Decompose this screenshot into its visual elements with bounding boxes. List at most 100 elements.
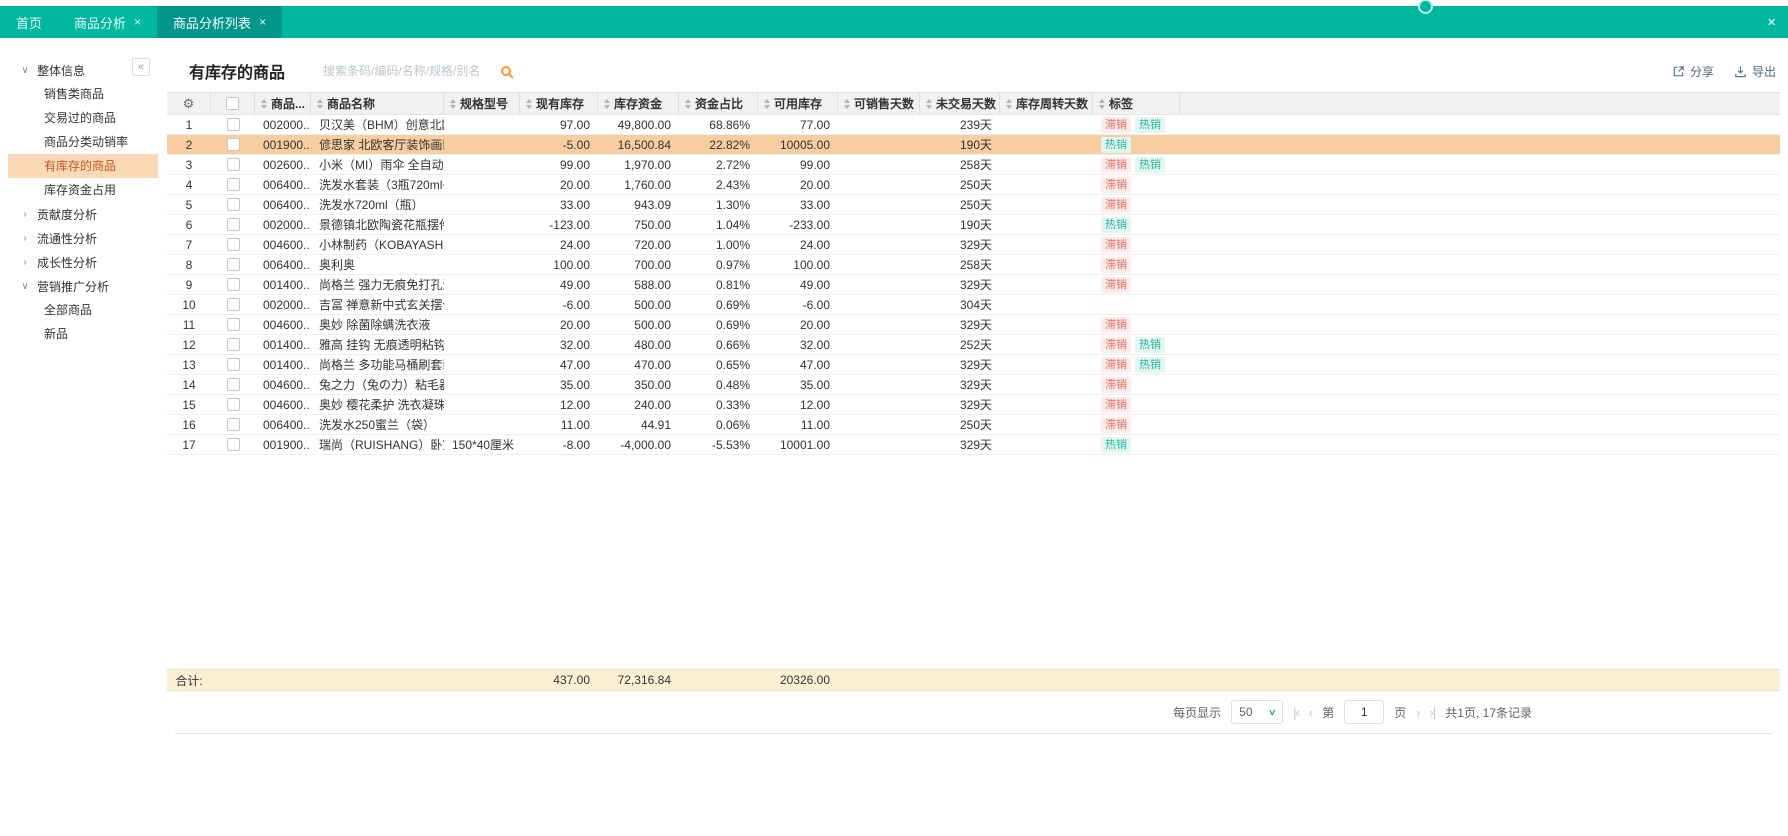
sidebar-item[interactable]: 全部商品 — [44, 303, 93, 317]
caret-right-icon[interactable]: › — [23, 208, 27, 220]
sidebar-section-0[interactable]: ∨ 整体信息 — [8, 58, 158, 82]
table-row[interactable]: 11 004600... 奥妙 除菌除螨洗衣液 20.00 500.00 0.69% 20.… — [167, 315, 1780, 335]
sidebar-item[interactable]: 销售类商品 — [44, 87, 105, 101]
cell-name: 贝汉美（BHM）创意北欧陶瓷 — [319, 118, 444, 132]
table-row[interactable]: 16 006400... 洗发水250蜜兰（袋） 11.00 44.91 0.06% 11.… — [167, 415, 1780, 435]
sidebar-section-2[interactable]: › 流通性分析 — [8, 226, 158, 250]
table-row[interactable]: 17 001900... 瑞尚（RUISHANG）卧室装 150*40厘米 -8.00 -… — [167, 435, 1780, 455]
row-checkbox[interactable] — [226, 358, 240, 371]
table-row[interactable]: 10 002000... 吉冨 禅意新中式玄关摆件套 -6.00 500.00 0.69%… — [167, 295, 1780, 315]
search-icon[interactable] — [501, 66, 512, 76]
cell-no_trade_days: 250天 — [959, 198, 992, 212]
table-row[interactable]: 13 001400... 尚格兰 多功能马桶刷套装 马 47.00 470.00 0.65… — [167, 355, 1780, 375]
row-checkbox[interactable] — [226, 398, 240, 411]
sort-icon[interactable] — [764, 98, 770, 109]
column-header-stock[interactable]: 现有库存 — [520, 93, 598, 114]
row-checkbox[interactable] — [226, 138, 240, 151]
summary-sell_days — [838, 670, 920, 690]
row-checkbox[interactable] — [226, 218, 240, 231]
table-row[interactable]: 2 001900... 偐思家 北欧客厅装饰画卧室 -5.00 16,500.84 22.… — [167, 135, 1780, 155]
table-row[interactable]: 15 004600... 奥妙 樱花柔护 洗衣凝珠 10 12.00 240.00 0.3… — [167, 395, 1780, 415]
column-header-no_trade_days[interactable]: 未交易天数 — [920, 93, 1000, 114]
search-input[interactable] — [323, 64, 492, 78]
row-checkbox[interactable] — [226, 238, 240, 251]
sort-icon[interactable] — [261, 98, 267, 109]
sort-icon[interactable] — [604, 98, 610, 109]
tab-home[interactable]: 首页 — [0, 6, 58, 38]
table-row[interactable]: 8 006400... 奥利奥 100.00 700.00 0.97% 100.00 258天… — [167, 255, 1780, 275]
sort-icon[interactable] — [1099, 98, 1105, 109]
sort-icon[interactable] — [526, 98, 532, 109]
gear-icon[interactable]: ⚙ — [182, 95, 195, 111]
sidebar-section-1[interactable]: › 贡献度分析 — [8, 202, 158, 226]
sidebar-item[interactable]: 商品分类动销率 — [44, 135, 129, 149]
row-checkbox[interactable] — [226, 418, 240, 431]
row-checkbox[interactable] — [226, 178, 240, 191]
table-row[interactable]: 1 002000... 贝汉美（BHM）创意北欧陶瓷 97.00 49,800.00 68… — [167, 115, 1780, 135]
row-checkbox[interactable] — [226, 278, 240, 291]
tab-product-analysis-list[interactable]: 商品分析列表 × — [157, 6, 283, 38]
cell-no_trade_days: 190天 — [959, 138, 992, 152]
pager-first-icon[interactable]: |‹ — [1293, 704, 1300, 720]
caret-right-icon[interactable]: › — [23, 232, 27, 244]
row-checkbox[interactable] — [226, 318, 240, 331]
sidebar-section-4[interactable]: ∨ 营销推广分析 — [8, 274, 158, 298]
column-header-code[interactable]: 商品... — [255, 93, 311, 114]
row-checkbox[interactable] — [226, 378, 240, 391]
table-row[interactable]: 6 002000... 景德镇北欧陶瓷花瓶摆件 优 -123.00 750.00 1.04… — [167, 215, 1780, 235]
row-checkbox[interactable] — [226, 298, 240, 311]
sidebar-collapse-button[interactable]: « — [132, 58, 150, 76]
sort-icon[interactable] — [1006, 98, 1012, 109]
row-checkbox[interactable] — [226, 338, 240, 351]
row-checkbox[interactable] — [226, 258, 240, 271]
pager-prev-icon[interactable]: ‹ — [1308, 704, 1313, 720]
caret-right-icon[interactable]: › — [23, 256, 27, 268]
table-row[interactable]: 7 004600... 小林制药（KOBAYASHI）日 24.00 720.00 1.0… — [167, 235, 1780, 255]
page-input[interactable] — [1344, 700, 1385, 724]
table-row[interactable]: 4 006400... 洗发水套装（3瓶720ml+1瓶 20.00 1,760.00 2… — [167, 175, 1780, 195]
column-header-name[interactable]: 商品名称 — [311, 93, 444, 114]
sidebar-section-3[interactable]: › 成长性分析 — [8, 250, 158, 274]
table-row[interactable]: 9 001400... 尚格兰 强力无痕免打孔浴室 49.00 588.00 0.81% 4… — [167, 275, 1780, 295]
sidebar-item[interactable]: 有库存的商品 — [8, 154, 158, 178]
caret-down-icon[interactable]: ∨ — [21, 64, 29, 76]
column-header-fund[interactable]: 库存资金 — [598, 93, 679, 114]
sort-icon[interactable] — [317, 98, 323, 109]
share-button[interactable]: 分享 — [1672, 63, 1714, 80]
column-header-available[interactable]: 可用库存 — [758, 93, 838, 114]
column-header-turnover_days[interactable]: 库存周转天数 — [1000, 93, 1093, 114]
export-button[interactable]: 导出 — [1734, 63, 1776, 80]
row-checkbox[interactable] — [226, 118, 240, 131]
column-header-tags[interactable]: 标签 — [1093, 93, 1180, 114]
row-checkbox[interactable] — [226, 158, 240, 171]
row-tags: 滞销 热销 — [1093, 115, 1180, 134]
column-header-sell_days[interactable]: 可销售天数 — [838, 93, 920, 114]
row-checkbox[interactable] — [226, 198, 240, 211]
per-page-select[interactable]: 50 ∨ — [1231, 700, 1284, 724]
sidebar-item[interactable]: 交易过的商品 — [44, 111, 117, 125]
tab-product-analysis[interactable]: 商品分析 × — [58, 6, 157, 38]
table-row[interactable]: 14 004600... 兔之力（兔の力）粘毛器粘 35.00 350.00 0.48% 3… — [167, 375, 1780, 395]
close-icon[interactable]: × — [134, 15, 142, 29]
cell-fund: 588.00 — [634, 277, 671, 292]
column-header-ratio[interactable]: 资金占比 — [679, 93, 758, 114]
row-checkbox[interactable] — [226, 438, 240, 451]
column-header-spec[interactable]: 规格型号 — [444, 93, 520, 114]
table-row[interactable]: 5 006400... 洗发水720ml（瓶） 33.00 943.09 1.30% 33.… — [167, 195, 1780, 215]
close-icon[interactable]: × — [1767, 13, 1776, 31]
sort-icon[interactable] — [926, 98, 932, 109]
sort-icon[interactable] — [685, 98, 691, 109]
sort-icon[interactable] — [450, 98, 456, 109]
sidebar-item[interactable]: 库存资金占用 — [44, 183, 117, 197]
table-row[interactable]: 3 002600... 小米（MI）雨伞 全自动折叠 99.00 1,970.00 2.7… — [167, 155, 1780, 175]
cell-sell_days — [838, 235, 920, 254]
sort-icon[interactable] — [844, 98, 850, 109]
sidebar-item[interactable]: 新品 — [44, 327, 69, 341]
chevron-down-icon: ∨ — [1267, 706, 1277, 717]
table-row[interactable]: 12 001400... 雅高 挂钩 无痕透明粘钩 强 32.00 480.00 0.66… — [167, 335, 1780, 355]
close-icon[interactable]: × — [259, 15, 267, 29]
caret-down-icon[interactable]: ∨ — [21, 280, 29, 292]
select-all-checkbox[interactable] — [226, 97, 239, 110]
pager-next-icon[interactable]: › — [1416, 704, 1420, 720]
pager-last-icon[interactable]: ›| — [1429, 704, 1437, 720]
